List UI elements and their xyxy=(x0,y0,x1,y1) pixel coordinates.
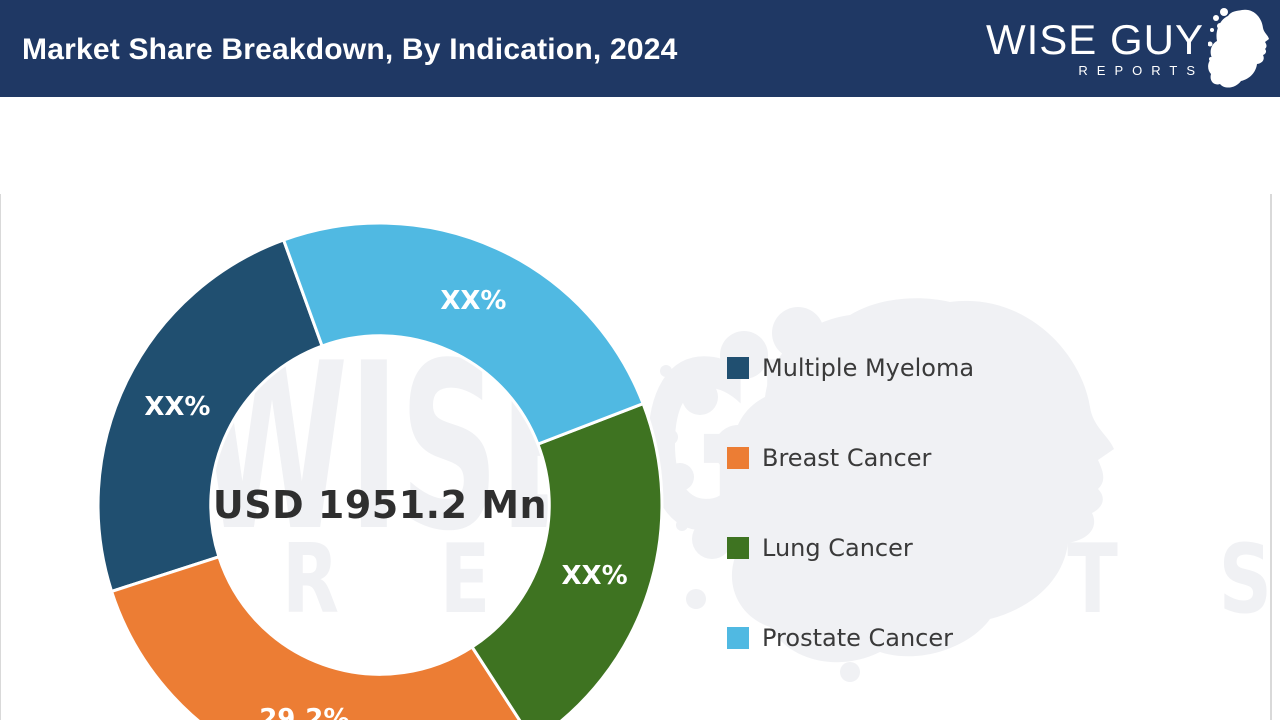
header-bar: Market Share Breakdown, By Indication, 2… xyxy=(0,0,1280,97)
logo-text: WISE GUY REPORTS xyxy=(985,15,1204,79)
pie-slice-prostate-cancer xyxy=(282,221,645,446)
legend-swatch-breast-cancer xyxy=(727,447,749,469)
donut-chart: XX% 29.2% XX% XX% xyxy=(96,221,664,720)
legend-label: Breast Cancer xyxy=(762,444,932,472)
logo-name: WISE GUY xyxy=(985,15,1204,63)
legend-item-breast-cancer: Breast Cancer xyxy=(727,444,974,472)
pie-slice-multiple-myeloma xyxy=(96,238,324,593)
right-border-line xyxy=(1270,194,1272,720)
donut-center-value: USD 1951.2 Mn xyxy=(212,483,548,527)
page-title: Market Share Breakdown, By Indication, 2… xyxy=(22,33,678,66)
chart-area: WISE GUY R E P O R T S XX%29.2%XX%XX% US… xyxy=(0,97,1280,720)
slice-label-prostate-cancer: XX% xyxy=(440,286,506,316)
slice-label-lung-cancer: XX% xyxy=(562,561,628,591)
wise-guy-logo: WISE GUY REPORTS xyxy=(986,4,1270,92)
legend-item-lung-cancer: Lung Cancer xyxy=(727,534,974,562)
slice-label-breast-cancer: 29.2% xyxy=(259,704,349,720)
pie-slice-breast-cancer xyxy=(110,555,522,720)
legend-swatch-multiple-myeloma xyxy=(727,357,749,379)
legend-swatch-lung-cancer xyxy=(727,537,749,559)
legend-label: Lung Cancer xyxy=(762,534,913,562)
pie-slice-lung-cancer xyxy=(470,402,664,720)
legend-label: Multiple Myeloma xyxy=(762,354,975,382)
left-border-line xyxy=(0,194,1,720)
logo-tagline: REPORTS xyxy=(1078,63,1204,79)
legend-label: Prostate Cancer xyxy=(762,624,954,652)
logo-face-icon xyxy=(1208,8,1269,88)
legend: Multiple Myeloma Breast Cancer Lung Canc… xyxy=(727,354,974,714)
slice-label-multiple-myeloma: XX% xyxy=(144,392,210,422)
legend-swatch-prostate-cancer xyxy=(727,627,749,649)
legend-item-multiple-myeloma: Multiple Myeloma xyxy=(727,354,974,382)
legend-item-prostate-cancer: Prostate Cancer xyxy=(727,624,974,652)
